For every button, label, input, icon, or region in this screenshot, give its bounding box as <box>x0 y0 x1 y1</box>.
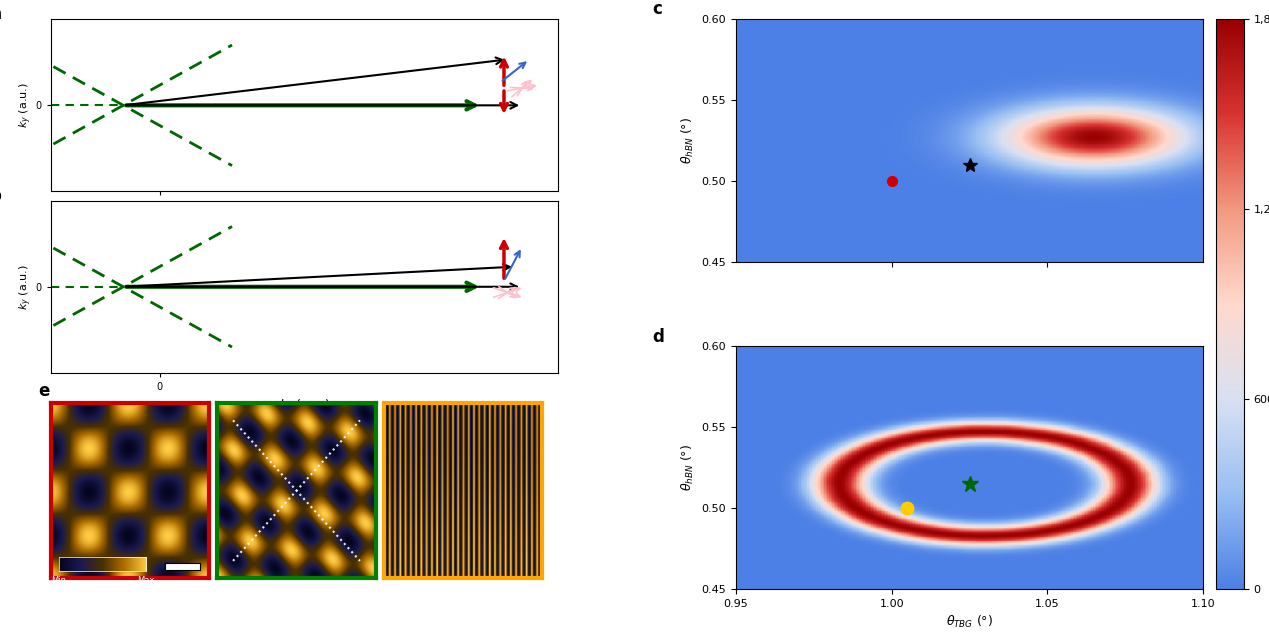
Y-axis label: $\theta_{hBN}$ (°): $\theta_{hBN}$ (°) <box>680 444 695 491</box>
Text: b: b <box>0 187 1 205</box>
Text: c: c <box>652 1 662 19</box>
Text: e: e <box>38 382 49 401</box>
X-axis label: $\theta_{TBG}$ (°): $\theta_{TBG}$ (°) <box>947 614 994 630</box>
Text: d: d <box>652 328 664 346</box>
Y-axis label: $\theta_{hBN}$ (°): $\theta_{hBN}$ (°) <box>680 117 695 164</box>
Y-axis label: $k_y$ (a.u.): $k_y$ (a.u.) <box>18 83 34 128</box>
Y-axis label: $k_y$ (a.u.): $k_y$ (a.u.) <box>18 264 34 310</box>
X-axis label: $k_x$ (a.u.): $k_x$ (a.u.) <box>279 397 330 413</box>
